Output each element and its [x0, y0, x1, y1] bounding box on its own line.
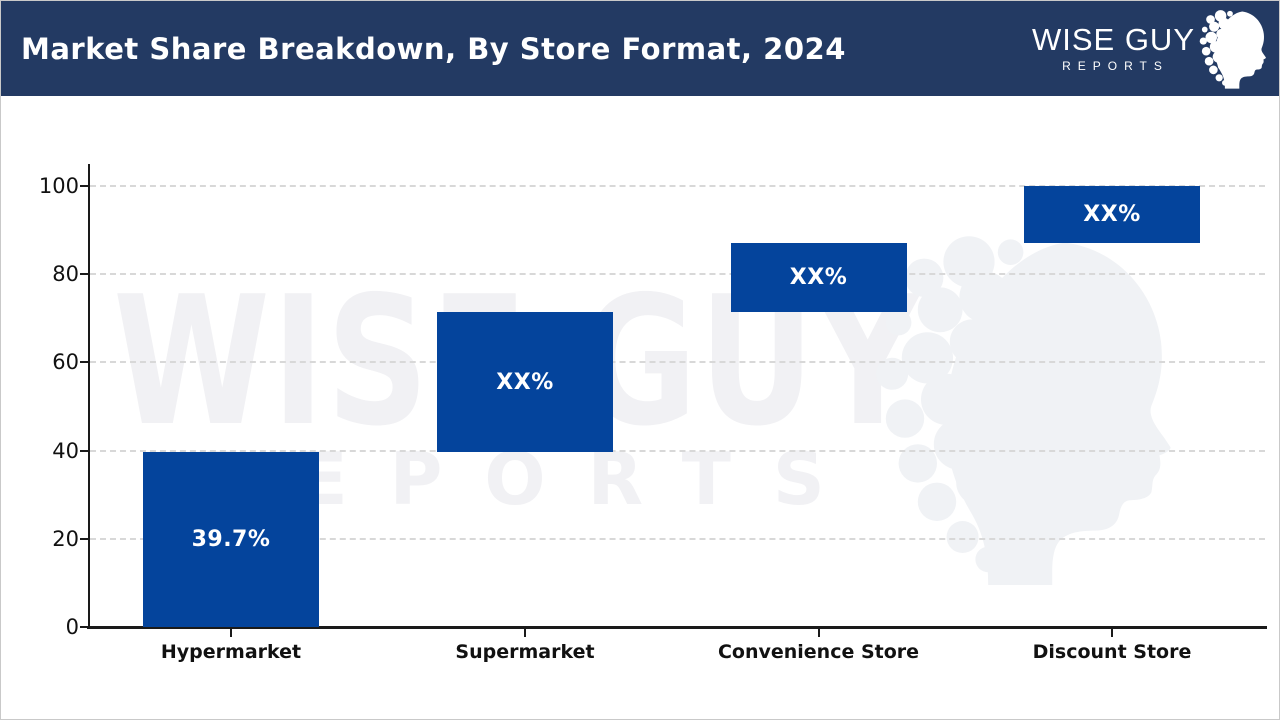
- y-tick-mark: [80, 185, 89, 187]
- bar-supermarket: XX%: [437, 312, 613, 452]
- watermark-head-icon: [876, 236, 1171, 585]
- logo-text: WISE GUY REPORTS: [1032, 24, 1195, 73]
- bar-value-label: XX%: [1083, 202, 1141, 228]
- y-axis-spine: [88, 164, 90, 629]
- gridline-40: [90, 449, 1265, 452]
- y-tick-mark: [80, 626, 89, 628]
- bar-value-label: XX%: [789, 265, 848, 291]
- chart-title: Market Share Breakdown, By Store Format,…: [21, 31, 846, 66]
- logo-wordmark: WISE GUY: [1031, 22, 1195, 57]
- x-tick-mark: [817, 629, 820, 637]
- x-category-label: Supermarket: [455, 641, 595, 663]
- x-category-label: Discount Store: [1032, 641, 1192, 663]
- y-tick-label: 100: [38, 174, 79, 198]
- y-tick-label: 40: [52, 438, 79, 463]
- header-bar: Market Share Breakdown, By Store Format,…: [1, 1, 1279, 96]
- x-tick-mark: [1111, 629, 1113, 637]
- wise-guy-reports-logo: WISE GUY REPORTS: [1032, 8, 1271, 90]
- gridline-60: [90, 361, 1265, 364]
- x-tick-mark: [230, 629, 232, 637]
- y-tick-label: 80: [52, 262, 79, 287]
- y-tick-label: 60: [52, 350, 79, 375]
- bar-value-label: XX%: [496, 369, 554, 395]
- y-tick-label: 0: [65, 615, 79, 639]
- gridline-100: [90, 185, 1265, 187]
- gridline-80: [90, 273, 1265, 276]
- x-axis-spine: [87, 626, 1267, 629]
- x-tick-mark: [524, 629, 526, 637]
- logo-subtitle: REPORTS: [1062, 59, 1169, 73]
- y-tick-mark: [80, 449, 89, 452]
- y-tick-mark: [80, 537, 89, 540]
- bar-hypermarket: 39.7%: [143, 451, 319, 627]
- gridline-20: [90, 537, 1265, 540]
- x-category-label: Convenience Store: [717, 641, 920, 663]
- bar-convenience-store: XX%: [730, 243, 907, 313]
- y-tick-mark: [80, 361, 89, 364]
- bar-discount-store: XX%: [1024, 186, 1200, 244]
- bar-value-label: 39.7%: [191, 526, 271, 552]
- y-tick-mark: [80, 273, 89, 276]
- y-tick-label: 20: [52, 526, 79, 551]
- x-category-label: Hypermarket: [160, 641, 302, 663]
- dotted-head-icon: [1199, 9, 1266, 89]
